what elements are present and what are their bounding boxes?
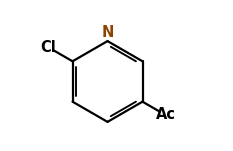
Text: Cl: Cl — [40, 40, 55, 55]
Text: N: N — [102, 25, 114, 40]
Text: Ac: Ac — [156, 107, 176, 122]
